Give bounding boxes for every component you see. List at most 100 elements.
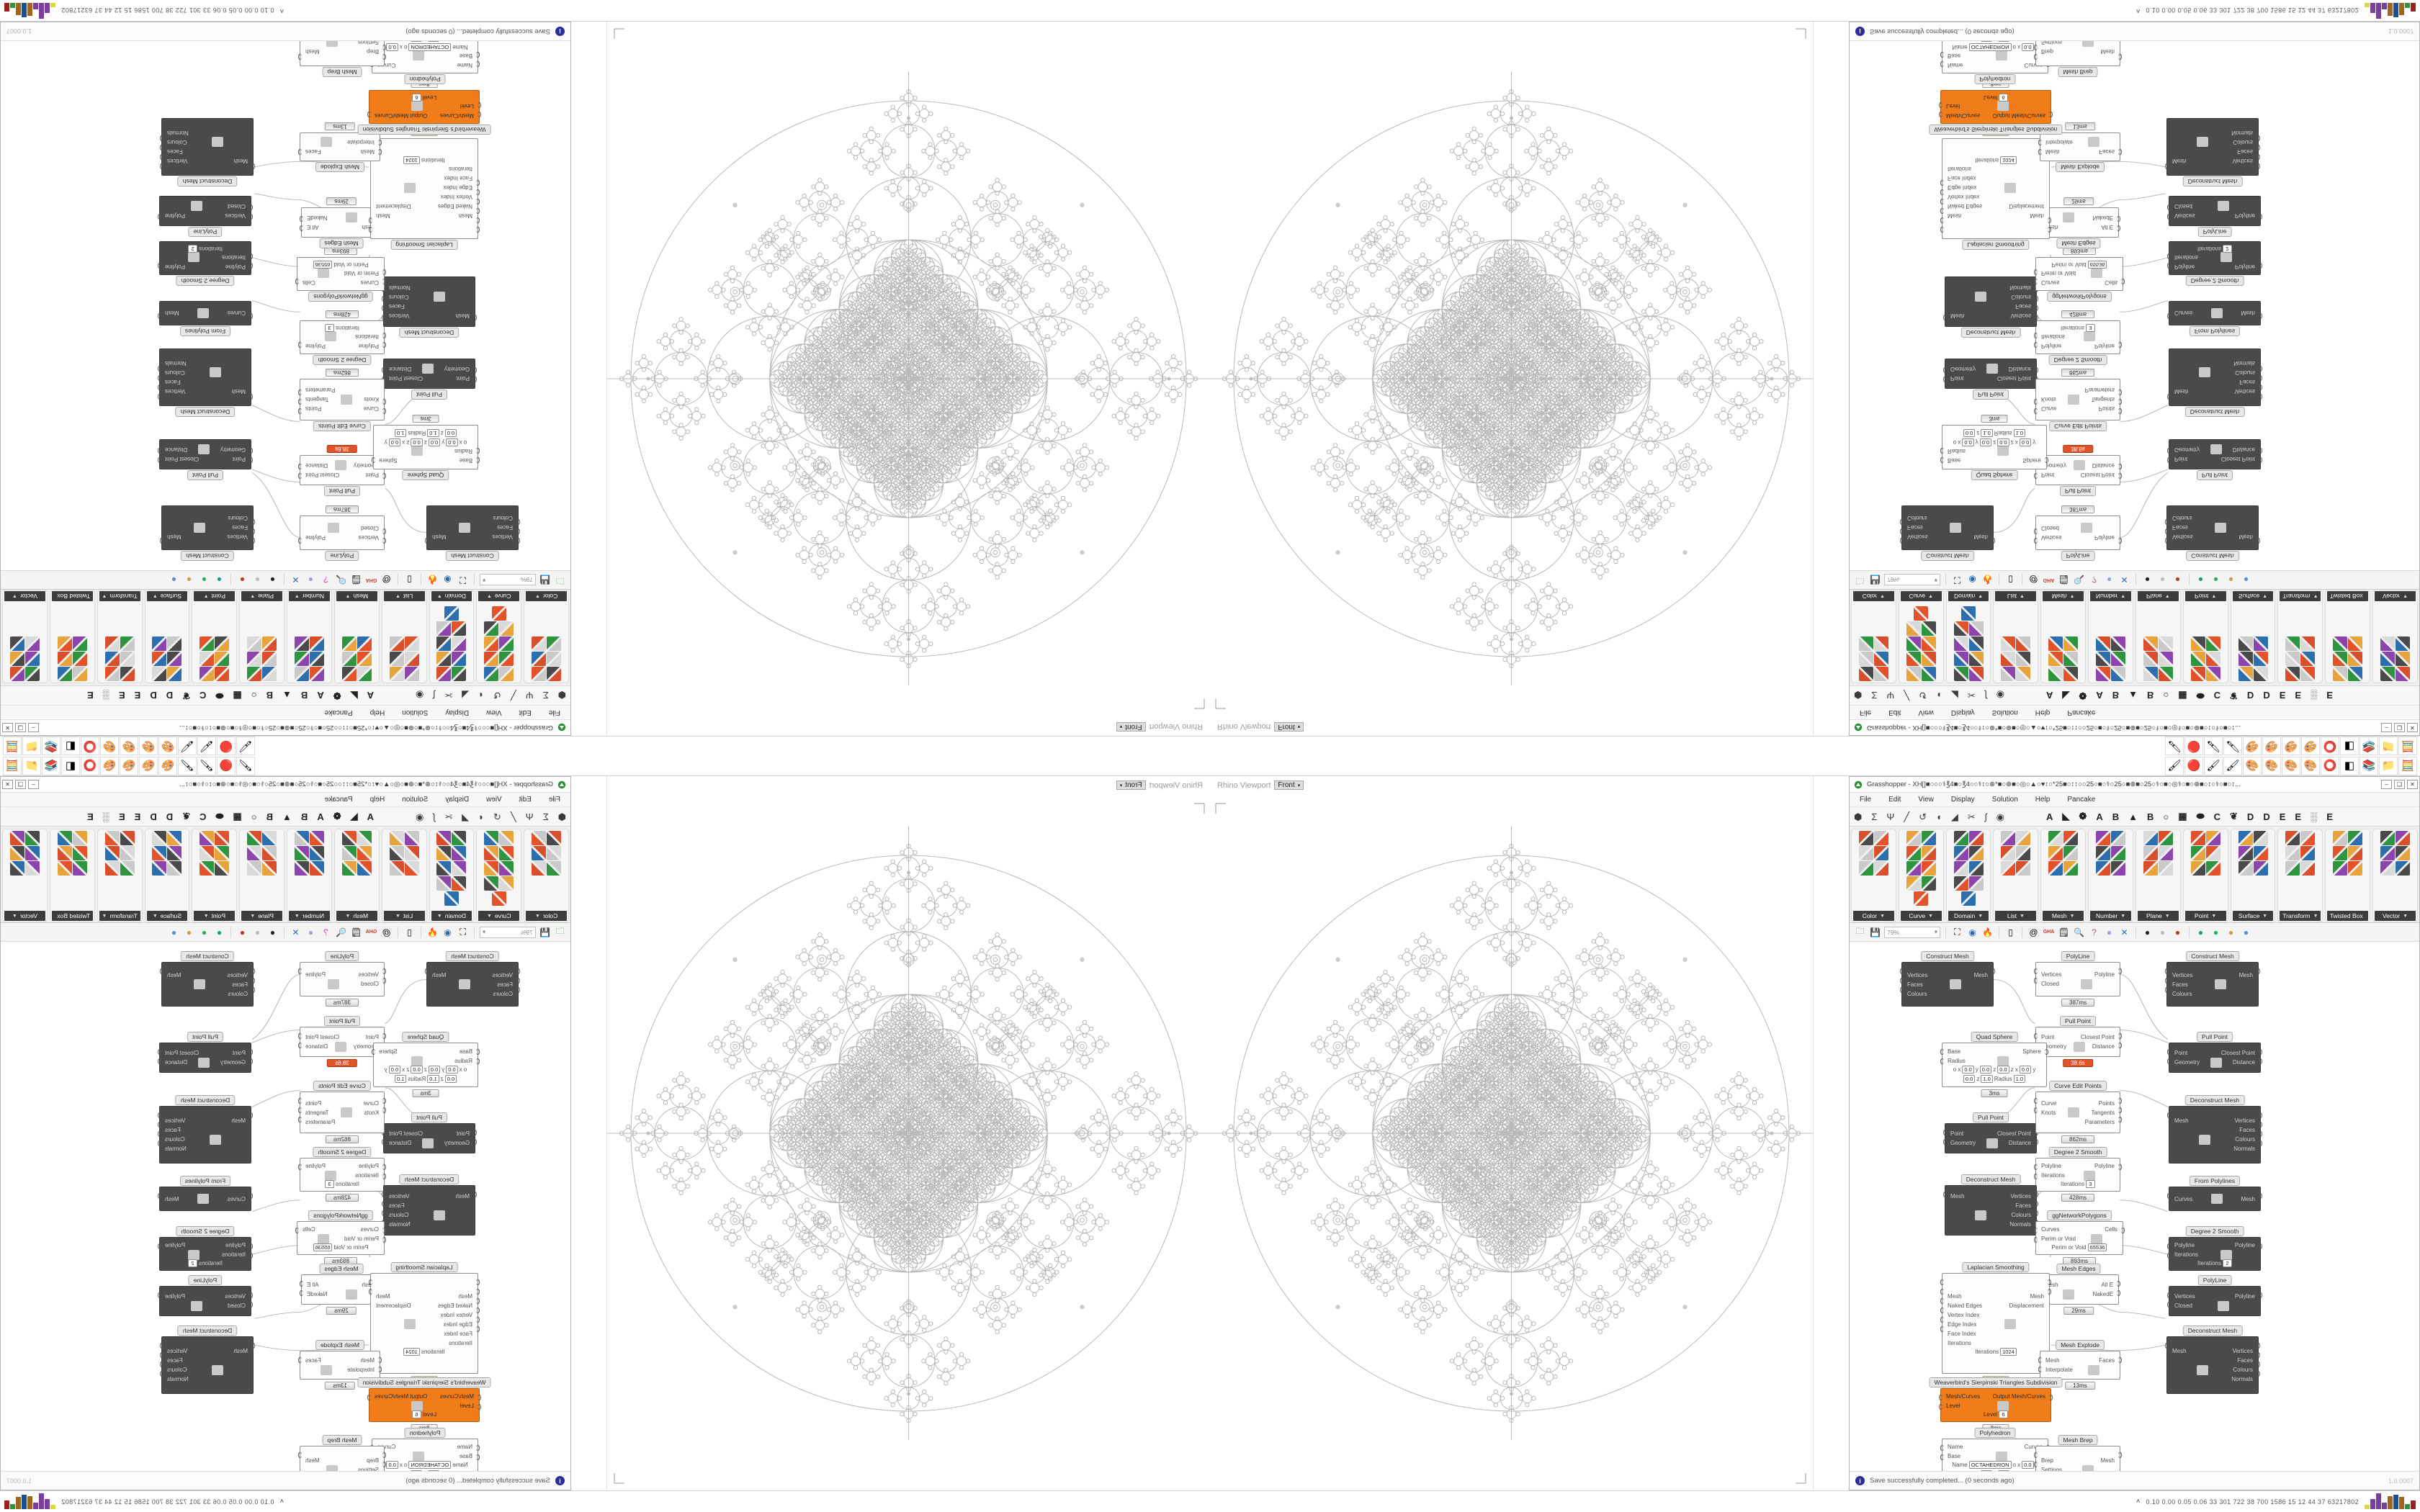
node-output-label[interactable]: Faces (167, 148, 183, 155)
node-input-label[interactable]: Vertex Index (440, 194, 472, 201)
node-input-label[interactable]: Vertices (358, 534, 379, 541)
node-input-label[interactable]: Point (365, 472, 379, 478)
ribbon-component-icon[interactable] (152, 652, 167, 666)
graph-node[interactable]: Deconstruct Mesh Mesh Vertices Faces Colours… (158, 348, 253, 417)
node-output-port[interactable] (298, 390, 302, 395)
node-field-value[interactable]: 65536 (313, 261, 333, 269)
tray-icon[interactable]: ◧ (61, 737, 80, 756)
ribbon-component-icon[interactable] (309, 652, 324, 666)
tab-orange-blob-icon[interactable]: ⬬ (215, 690, 224, 701)
close-button[interactable]: ✕ (2, 723, 13, 732)
node-input-port[interactable] (516, 519, 520, 525)
cluster-button[interactable]: ▯ (407, 575, 412, 585)
node-field-value[interactable]: 1.0 (394, 429, 407, 437)
node-body[interactable]: Base Sphere Radius o x 0.0 y 0.0 z 0.0 z x 0.0 y 0.0… (372, 415, 480, 469)
ribbon-component-icon[interactable] (57, 667, 72, 681)
node-output-label[interactable]: Parameters (305, 387, 336, 394)
node-field-value[interactable]: 1.0 (427, 429, 439, 437)
search-button[interactable]: 🔍 (336, 575, 346, 585)
node-output-port[interactable] (298, 342, 302, 348)
node-input-label[interactable]: Faces (497, 524, 513, 531)
node-output-port[interactable] (295, 279, 299, 284)
node-input-port[interactable] (249, 204, 253, 210)
node-field-value[interactable]: 0.0 (388, 438, 401, 446)
params-spiral-icon[interactable]: ↺ (493, 690, 501, 701)
node-caption[interactable]: Deconstruct Mesh (177, 176, 238, 186)
node-output-label[interactable]: Mesh (305, 48, 320, 55)
tray-icon[interactable]: ◧ (2340, 737, 2359, 756)
node-input-port[interactable] (251, 163, 255, 169)
node-output-label[interactable]: Colours (167, 139, 187, 145)
node-input-label[interactable]: Vertices (225, 212, 246, 219)
preview-blue-button[interactable]: ● (171, 575, 177, 585)
menu-item[interactable]: Pancake (324, 708, 353, 716)
tray-icon[interactable]: 🎨 (120, 737, 138, 756)
node-output-port[interactable] (372, 457, 375, 463)
node-input-label[interactable]: Edge Index (443, 184, 472, 192)
ribbon-component-icon[interactable] (532, 652, 547, 666)
ribbon-category-label[interactable]: Transform ▼ (99, 591, 140, 601)
node-output-port[interactable] (158, 394, 161, 400)
node-field-value[interactable]: 0.0 (386, 43, 398, 51)
ribbon-component-icon[interactable] (72, 636, 87, 651)
ribbon-component-icon[interactable] (9, 667, 24, 681)
node-caption[interactable]: Construct Mesh (446, 551, 499, 561)
node-output-port[interactable] (158, 448, 161, 454)
node-input-port[interactable] (476, 457, 480, 463)
node-body[interactable]: Mesh Vertices Faces Colours Normals (158, 348, 253, 406)
ribbon-component-icon[interactable] (404, 667, 419, 681)
params-hook-icon[interactable]: ʃ (433, 690, 436, 701)
node-input-port[interactable] (249, 394, 253, 400)
graph-node[interactable]: Mesh BrepBrepMeshSettings1ms (298, 41, 386, 77)
document-button[interactable]: 🗒 (350, 575, 362, 585)
node-input-label[interactable]: Curve (363, 405, 379, 413)
tab-dotgrid-icon[interactable]: ░ (102, 690, 109, 701)
node-field-value[interactable]: 3 (325, 324, 335, 332)
node-input-label[interactable]: Mesh (233, 158, 248, 164)
node-output-label[interactable]: Points (305, 405, 322, 413)
node-field-value[interactable]: 0.0 (446, 438, 458, 446)
node-output-label[interactable]: Output Mesh/Curves (375, 112, 428, 119)
node-input-port[interactable] (382, 54, 386, 60)
node-caption[interactable]: Quad Sphere (402, 470, 449, 480)
tray-icon[interactable]: 📚 (2360, 737, 2378, 756)
node-input-port[interactable] (478, 112, 481, 117)
ribbon-component-icon[interactable] (452, 621, 467, 636)
node-output-label[interactable]: Distance (305, 462, 328, 469)
node-input-label[interactable]: Polyline (225, 264, 246, 270)
node-output-port[interactable] (382, 315, 385, 320)
node-input-label[interactable]: Mesh (455, 312, 470, 319)
ribbon-component-icon[interactable] (9, 652, 24, 666)
node-output-label[interactable]: Cells (302, 279, 315, 286)
graph-node[interactable]: Construct Mesh Vertices Mesh Faces Colours (160, 505, 255, 561)
node-input-label[interactable]: Base (459, 53, 472, 59)
node-body[interactable]: Mesh Vertices Faces Colours Normals (160, 118, 255, 176)
tray-icon[interactable]: ⭕ (81, 737, 99, 756)
tray-icon[interactable]: 🖌 (2223, 737, 2242, 756)
node-output-label[interactable]: Distance (165, 446, 188, 453)
node-body[interactable]: Polyline Polyline Iterations Iterations 3 428… (298, 310, 386, 354)
ribbon-component-icon[interactable] (452, 667, 467, 681)
graph-node[interactable]: Polyhedron Name Curves Base Name OCTAHEDRON o … (370, 41, 480, 84)
ribbon-component-icon[interactable] (436, 621, 452, 636)
node-body[interactable]: Curve Points Knots Tangents Parameters 862ms (298, 369, 386, 420)
node-input-label[interactable]: Closed (228, 203, 246, 210)
graph-node[interactable]: Mesh Explode Mesh Faces Interpolate 13ms (298, 122, 382, 172)
ribbon-component-icon[interactable] (499, 667, 514, 681)
node-input-port[interactable] (382, 399, 386, 405)
tray-icon[interactable]: 📚 (42, 737, 60, 756)
maximize-button[interactable]: ❑ (15, 723, 26, 732)
ribbon-component-icon[interactable] (57, 636, 72, 651)
params-cone-icon[interactable]: ◢ (462, 690, 470, 701)
ribbon-category-label[interactable]: Number ▼ (289, 591, 330, 601)
ribbon-component-icon[interactable] (200, 636, 215, 651)
node-input-port[interactable] (382, 342, 386, 348)
tray-icon[interactable]: 🎨 (2262, 737, 2281, 756)
node-field-value[interactable]: 0.0 (410, 41, 422, 42)
node-input-label[interactable]: Mesh (458, 212, 472, 220)
node-input-label[interactable]: Vertices (492, 534, 513, 541)
ribbon-component-icon[interactable] (167, 652, 182, 666)
ribbon-component-icon[interactable] (532, 667, 547, 681)
node-output-label[interactable]: Polyline (165, 212, 186, 219)
ribbon-component-icon[interactable] (389, 652, 404, 666)
